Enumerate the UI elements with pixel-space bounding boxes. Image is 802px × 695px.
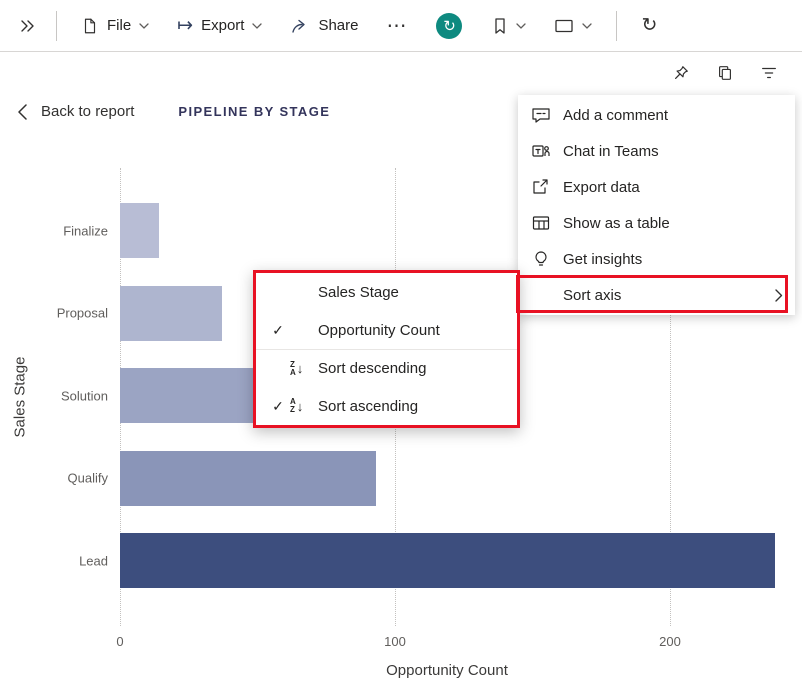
export-icon: ↦	[177, 15, 194, 36]
teams-icon	[530, 141, 552, 161]
refresh-icon: ↻	[641, 15, 658, 36]
category-label: Finalize	[63, 223, 108, 238]
refresh-button[interactable]: ↻	[627, 0, 671, 51]
chevron-down-icon	[139, 22, 149, 29]
x-axis-title: Opportunity Count	[386, 662, 508, 679]
page-title: PIPELINE BY STAGE	[178, 104, 331, 119]
menu-item-get-insights[interactable]: Get insights	[518, 241, 795, 277]
x-tick-label: 100	[384, 634, 406, 649]
submenu-item-label: Sales Stage	[318, 283, 399, 301]
bookmark-icon	[492, 17, 508, 35]
report-header: Back to report PIPELINE BY STAGE	[18, 103, 330, 120]
chevron-down-icon	[252, 22, 263, 29]
checkmark-icon: ✓	[272, 321, 284, 338]
filter-icon[interactable]	[760, 64, 778, 82]
menu-item-show-as-table[interactable]: Show as a table	[518, 205, 795, 241]
comment-icon	[530, 105, 552, 125]
back-to-report-link[interactable]: Back to report	[41, 103, 135, 120]
category-label: Lead	[79, 553, 108, 568]
submenu-item-label: Opportunity Count	[318, 321, 440, 339]
submenu-item-sales-stage[interactable]: Sales Stage	[256, 273, 517, 311]
lightbulb-icon	[530, 249, 552, 269]
chevron-down-icon	[516, 22, 527, 29]
share-button[interactable]: Share	[276, 0, 372, 51]
chevron-down-icon	[582, 22, 593, 29]
y-axis-title: Sales Stage	[11, 356, 29, 438]
export-label: Export	[201, 17, 245, 34]
table-icon	[530, 213, 552, 233]
submenu-item-opportunity-count[interactable]: ✓ Opportunity Count	[256, 311, 517, 349]
submenu-item-label: Sort descending	[318, 360, 427, 377]
checkmark-icon: ✓	[272, 397, 284, 414]
menu-item-label: Chat in Teams	[563, 142, 659, 160]
double-chevron-right-icon	[20, 19, 36, 33]
export-data-icon	[530, 177, 552, 197]
menu-item-label: Show as a table	[563, 214, 670, 232]
file-icon	[81, 16, 99, 36]
x-tick-label: 200	[659, 634, 681, 649]
gridline	[670, 168, 671, 626]
menu-item-label: Get insights	[563, 250, 643, 268]
sync-badge-button[interactable]: ↻	[436, 12, 463, 39]
collapse-pane-button[interactable]	[10, 19, 46, 33]
visual-header-toolbar	[672, 64, 778, 82]
menu-item-export-data[interactable]: Export data	[518, 169, 795, 205]
export-menu-button[interactable]: ↦ Export	[163, 0, 276, 51]
copy-icon[interactable]	[716, 64, 734, 82]
menu-item-sort-axis[interactable]: Sort axis	[518, 277, 795, 313]
empty-icon-slot	[530, 285, 552, 305]
category-label: Qualify	[67, 470, 108, 486]
sync-icon: ↻	[443, 17, 456, 35]
chevron-right-icon	[775, 288, 783, 302]
back-chevron-icon[interactable]	[18, 103, 27, 120]
menu-item-label: Export data	[563, 178, 640, 196]
share-label: Share	[318, 17, 359, 34]
menu-item-add-a-comment[interactable]: Add a comment	[518, 97, 795, 133]
bar-proposal[interactable]	[120, 285, 222, 341]
toolbar-divider	[56, 10, 57, 41]
menu-item-label: Add a comment	[563, 106, 669, 124]
top-toolbar: File ↦ Export Share ⋯ ↻	[0, 0, 802, 52]
view-mode-button[interactable]	[540, 0, 606, 51]
bar-lead[interactable]	[120, 533, 775, 588]
bar-finalize[interactable]	[120, 203, 159, 258]
file-menu-button[interactable]: File	[67, 0, 163, 51]
submenu-item-label: Sort ascending	[318, 397, 419, 415]
bar-chart: Sales Stage Opportunity Count 0 100 200 Fin…	[0, 160, 802, 695]
category-label: Proposal	[56, 305, 108, 321]
menu-item-label: Sort axis	[563, 286, 622, 304]
pin-icon[interactable]	[672, 64, 690, 82]
more-options-button[interactable]: ⋯	[372, 13, 420, 38]
category-label: Solution	[61, 388, 108, 403]
menu-item-chat-in-teams[interactable]: Chat in Teams	[518, 133, 795, 169]
file-label: File	[107, 17, 132, 34]
bookmarks-button[interactable]	[478, 0, 540, 51]
share-icon	[290, 16, 310, 36]
bar-qualify[interactable]	[120, 450, 376, 506]
toolbar-divider	[616, 10, 618, 41]
x-tick-label: 0	[116, 634, 124, 649]
visual-context-menu: Add a comment Chat in Teams Export data …	[518, 95, 795, 315]
rectangle-view-icon	[554, 18, 574, 34]
more-icon: ⋯	[386, 15, 407, 37]
